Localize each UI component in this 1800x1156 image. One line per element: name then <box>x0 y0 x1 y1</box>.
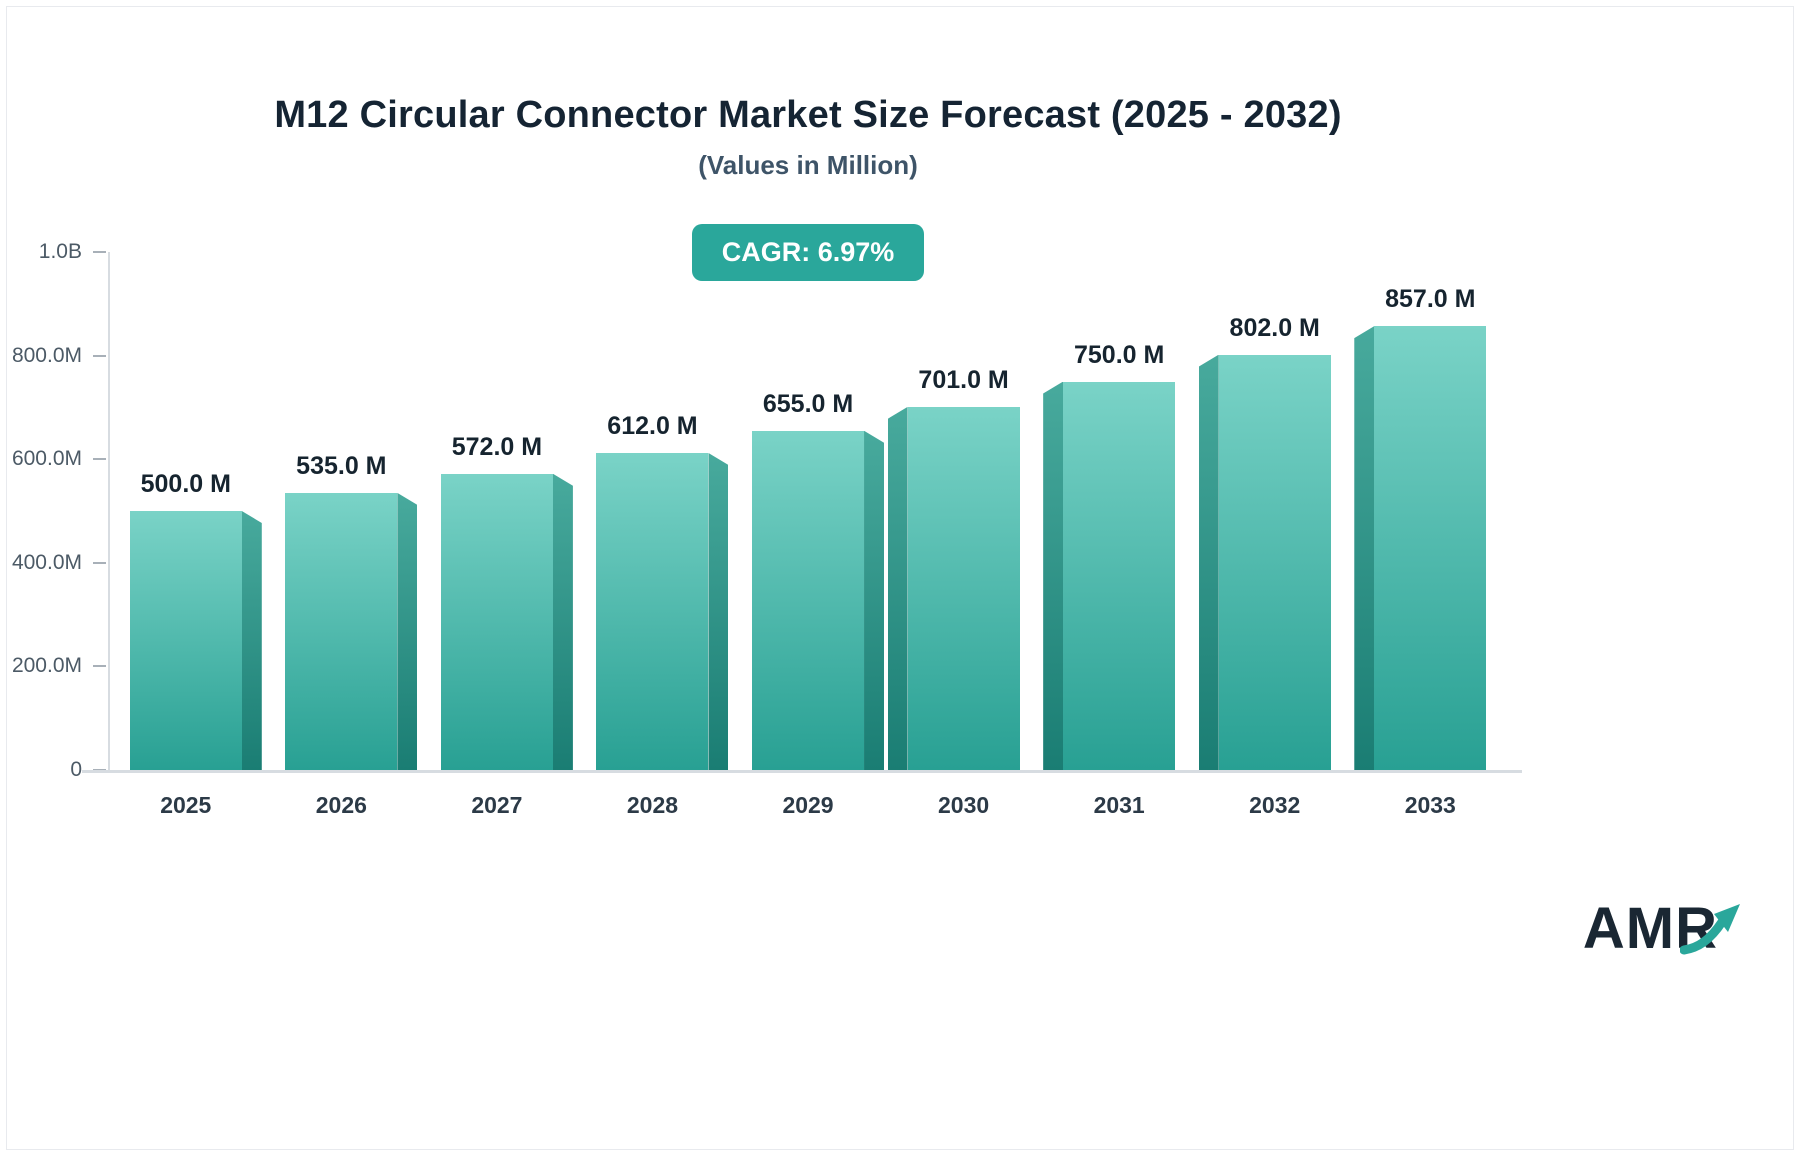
bar: 500.0 M <box>129 470 262 770</box>
x-tick-label: 2033 <box>1404 792 1456 818</box>
y-axis-line <box>108 252 110 770</box>
bar: 572.0 M <box>440 433 573 770</box>
bar-side-face <box>708 452 729 770</box>
bar-slot: 535.0 M <box>264 252 420 770</box>
plot-area: 0 200.0M 400.0M 600.0M 800.0M 1.0B 500.0 M 535… <box>12 240 1522 818</box>
bar: 802.0 M <box>1198 314 1331 770</box>
y-tick-label: 800.0M <box>11 343 82 367</box>
y-tick-mark <box>93 665 106 668</box>
bar-slot: 750.0 M <box>1041 252 1197 770</box>
bar-slot: 572.0 M <box>419 252 575 770</box>
y-tick-label: 0 <box>70 758 82 781</box>
bar-value-label: 802.0 M <box>1229 313 1320 342</box>
y-tick-label: 600.0M <box>11 447 82 471</box>
amr-logo: AMR <box>1583 900 1740 958</box>
bar-side-face <box>1198 354 1219 770</box>
bar: 701.0 M <box>887 366 1020 770</box>
x-tick-label: 2032 <box>1249 792 1301 818</box>
bar-value-label: 500.0 M <box>140 470 231 498</box>
x-tick-label: 2025 <box>160 792 212 818</box>
bar-slot: 500.0 M <box>108 252 264 770</box>
bar-slot: 802.0 M <box>1197 252 1353 770</box>
bar-value-label: 750.0 M <box>1073 340 1165 369</box>
bar-value-label: 701.0 M <box>918 365 1009 394</box>
growth-arrow-icon <box>1680 904 1740 955</box>
bar-side-face <box>397 492 418 770</box>
y-tick-label: 400.0M <box>11 550 82 574</box>
bar-side-face <box>552 473 573 770</box>
y-axis: 0 200.0M 400.0M 600.0M 800.0M 1.0B <box>0 240 108 781</box>
y-tick-mark <box>93 354 106 357</box>
bars-row: 500.0 M 535.0 M 572.0 M 612.0 M 655.0 M 701.0… <box>108 252 1508 770</box>
y-tick-mark <box>93 561 106 564</box>
cagr-badge: CAGR: 6.97% <box>691 224 925 281</box>
bar-side-face <box>1043 381 1064 770</box>
x-axis-labels: 2025 2026 2027 2028 2029 2030 2031 2032 2033 <box>108 792 1508 819</box>
bar-value-label: 857.0 M <box>1385 285 1476 314</box>
bar-slot: 655.0 M <box>730 252 886 770</box>
x-tick-label: 2028 <box>626 792 679 818</box>
x-tick-label: 2030 <box>938 792 990 818</box>
x-tick-label: 2031 <box>1093 792 1145 818</box>
cagr-badge-row: CAGR: 6.97% <box>0 224 1616 281</box>
x-tick-label: 2026 <box>315 792 367 818</box>
bar-value-label: 535.0 M <box>296 451 387 480</box>
bar-slot: 701.0 M <box>886 252 1042 770</box>
bar: 655.0 M <box>752 390 885 770</box>
chart-title: M12 Circular Connector Market Size Forec… <box>274 94 1342 136</box>
bar-side-face <box>1354 326 1375 770</box>
bar-side-face <box>887 406 908 770</box>
bar-slot: 612.0 M <box>575 252 731 770</box>
bar: 857.0 M <box>1354 285 1487 770</box>
y-tick-label: 200.0M <box>11 654 82 678</box>
bar-side-face <box>864 430 885 770</box>
bar-slot: 857.0 M <box>1353 252 1509 770</box>
chart-subtitle: (Values in Million) <box>698 150 918 180</box>
bar-side-face <box>241 511 262 770</box>
chart-panel: M12 Circular Connector Market Size Forec… <box>0 94 1616 818</box>
y-tick-label: 1.0B <box>38 240 82 263</box>
y-tick-mark <box>93 458 106 461</box>
y-tick-mark <box>93 251 106 253</box>
bar: 612.0 M <box>596 412 729 770</box>
bar-value-label: 655.0 M <box>762 389 854 418</box>
bar-value-label: 612.0 M <box>607 411 698 440</box>
x-tick-label: 2027 <box>471 792 523 818</box>
x-axis-line <box>82 770 1522 773</box>
bar: 750.0 M <box>1043 341 1176 770</box>
x-tick-label: 2029 <box>782 792 834 818</box>
bar-value-label: 572.0 M <box>451 432 543 461</box>
bar: 535.0 M <box>285 452 418 770</box>
